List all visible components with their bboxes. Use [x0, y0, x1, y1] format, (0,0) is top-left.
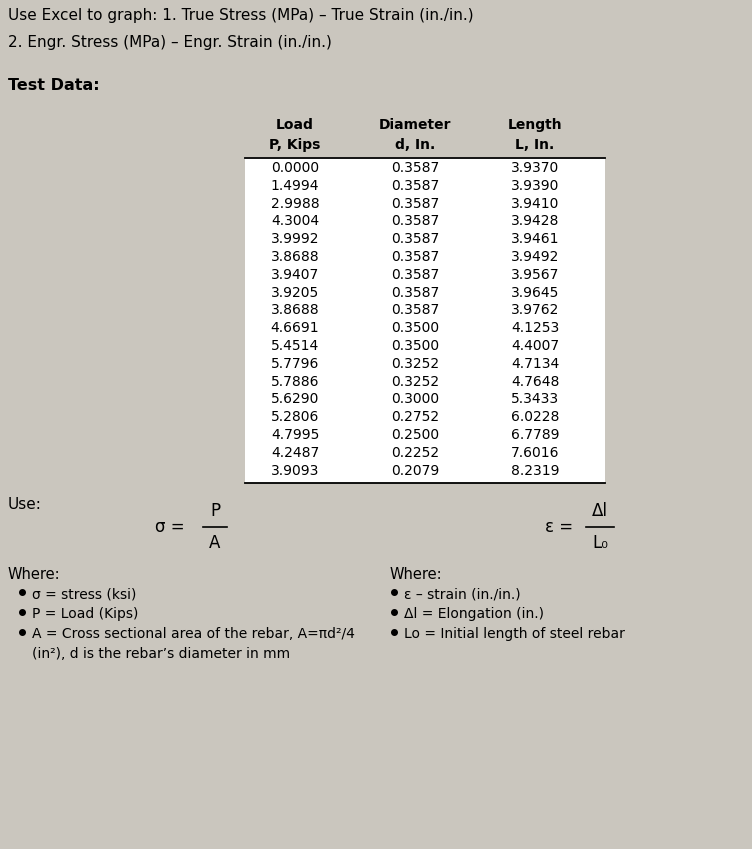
Text: 4.1253: 4.1253 — [511, 321, 559, 335]
Text: 0.3587: 0.3587 — [391, 215, 439, 228]
Text: Lo = Initial length of steel rebar: Lo = Initial length of steel rebar — [404, 627, 625, 641]
Text: 0.3587: 0.3587 — [391, 232, 439, 246]
Text: 3.9762: 3.9762 — [511, 303, 559, 318]
Text: 6.0228: 6.0228 — [511, 410, 559, 424]
Text: 3.9093: 3.9093 — [271, 464, 319, 478]
Text: σ =: σ = — [155, 519, 185, 537]
Text: Δl = Elongation (in.): Δl = Elongation (in.) — [404, 607, 544, 621]
Text: 5.4514: 5.4514 — [271, 339, 319, 353]
Text: 7.6016: 7.6016 — [511, 446, 559, 460]
Text: 5.7796: 5.7796 — [271, 357, 319, 371]
Text: 3.8688: 3.8688 — [271, 250, 320, 264]
Text: 3.9410: 3.9410 — [511, 197, 559, 211]
Text: 4.6691: 4.6691 — [271, 321, 320, 335]
Text: A: A — [209, 534, 220, 553]
Text: 4.2487: 4.2487 — [271, 446, 319, 460]
Text: 4.3004: 4.3004 — [271, 215, 319, 228]
Text: 5.3433: 5.3433 — [511, 392, 559, 407]
Text: A = Cross sectional area of the rebar, A=πd²/4: A = Cross sectional area of the rebar, A… — [32, 627, 355, 641]
Text: 5.2806: 5.2806 — [271, 410, 319, 424]
Text: Where:: Where: — [390, 567, 443, 582]
Text: 4.7134: 4.7134 — [511, 357, 559, 371]
Text: 4.4007: 4.4007 — [511, 339, 559, 353]
Text: 4.7648: 4.7648 — [511, 374, 559, 389]
Text: 0.3252: 0.3252 — [391, 374, 439, 389]
Text: 1.4994: 1.4994 — [271, 179, 320, 193]
Text: Test Data:: Test Data: — [8, 78, 99, 93]
Text: 3.8688: 3.8688 — [271, 303, 320, 318]
Text: 0.3587: 0.3587 — [391, 179, 439, 193]
Text: P: P — [210, 503, 220, 520]
Text: Δl: Δl — [592, 503, 608, 520]
Text: 3.9992: 3.9992 — [271, 232, 320, 246]
Text: 0.0000: 0.0000 — [271, 161, 319, 175]
Text: P, Kips: P, Kips — [269, 138, 320, 152]
Text: 0.3252: 0.3252 — [391, 357, 439, 371]
Text: ε – strain (in./in.): ε – strain (in./in.) — [404, 588, 520, 601]
Text: 0.2752: 0.2752 — [391, 410, 439, 424]
Text: L₀: L₀ — [592, 534, 608, 553]
Text: L, In.: L, In. — [515, 138, 555, 152]
Text: ε =: ε = — [545, 519, 573, 537]
Text: P = Load (Kips): P = Load (Kips) — [32, 607, 138, 621]
Bar — [245, 157, 605, 483]
Text: σ = stress (ksi): σ = stress (ksi) — [32, 588, 136, 601]
Text: 0.3587: 0.3587 — [391, 285, 439, 300]
Text: 0.2252: 0.2252 — [391, 446, 439, 460]
Text: 5.6290: 5.6290 — [271, 392, 319, 407]
Text: 3.9407: 3.9407 — [271, 267, 319, 282]
Text: Where:: Where: — [8, 567, 61, 582]
Text: 0.3500: 0.3500 — [391, 321, 439, 335]
Text: 4.7995: 4.7995 — [271, 428, 319, 442]
Text: Load: Load — [276, 118, 314, 132]
Text: 0.2079: 0.2079 — [391, 464, 439, 478]
Text: 3.9370: 3.9370 — [511, 161, 559, 175]
Text: Length: Length — [508, 118, 562, 132]
Text: 2.9988: 2.9988 — [271, 197, 320, 211]
Text: 3.9567: 3.9567 — [511, 267, 559, 282]
Text: 3.9492: 3.9492 — [511, 250, 559, 264]
Text: 0.3500: 0.3500 — [391, 339, 439, 353]
Text: 3.9645: 3.9645 — [511, 285, 559, 300]
Text: 0.3000: 0.3000 — [391, 392, 439, 407]
Text: 0.2500: 0.2500 — [391, 428, 439, 442]
Text: Diameter: Diameter — [379, 118, 451, 132]
Text: 6.7789: 6.7789 — [511, 428, 559, 442]
Text: 0.3587: 0.3587 — [391, 303, 439, 318]
Text: 0.3587: 0.3587 — [391, 267, 439, 282]
Text: 3.9428: 3.9428 — [511, 215, 559, 228]
Text: 0.3587: 0.3587 — [391, 250, 439, 264]
Text: Use Excel to graph: 1. True Stress (MPa) – True Strain (in./in.): Use Excel to graph: 1. True Stress (MPa)… — [8, 8, 474, 23]
Text: 3.9390: 3.9390 — [511, 179, 559, 193]
Text: (in²), d is the rebar’s diameter in mm: (in²), d is the rebar’s diameter in mm — [32, 648, 290, 661]
Text: 5.7886: 5.7886 — [271, 374, 320, 389]
Text: 2. Engr. Stress (MPa) – Engr. Strain (in./in.): 2. Engr. Stress (MPa) – Engr. Strain (in… — [8, 35, 332, 50]
Text: 8.2319: 8.2319 — [511, 464, 559, 478]
Text: Use:: Use: — [8, 498, 42, 513]
Text: 0.3587: 0.3587 — [391, 161, 439, 175]
Text: 3.9461: 3.9461 — [511, 232, 559, 246]
Text: d, In.: d, In. — [395, 138, 435, 152]
Text: 3.9205: 3.9205 — [271, 285, 319, 300]
Text: 0.3587: 0.3587 — [391, 197, 439, 211]
